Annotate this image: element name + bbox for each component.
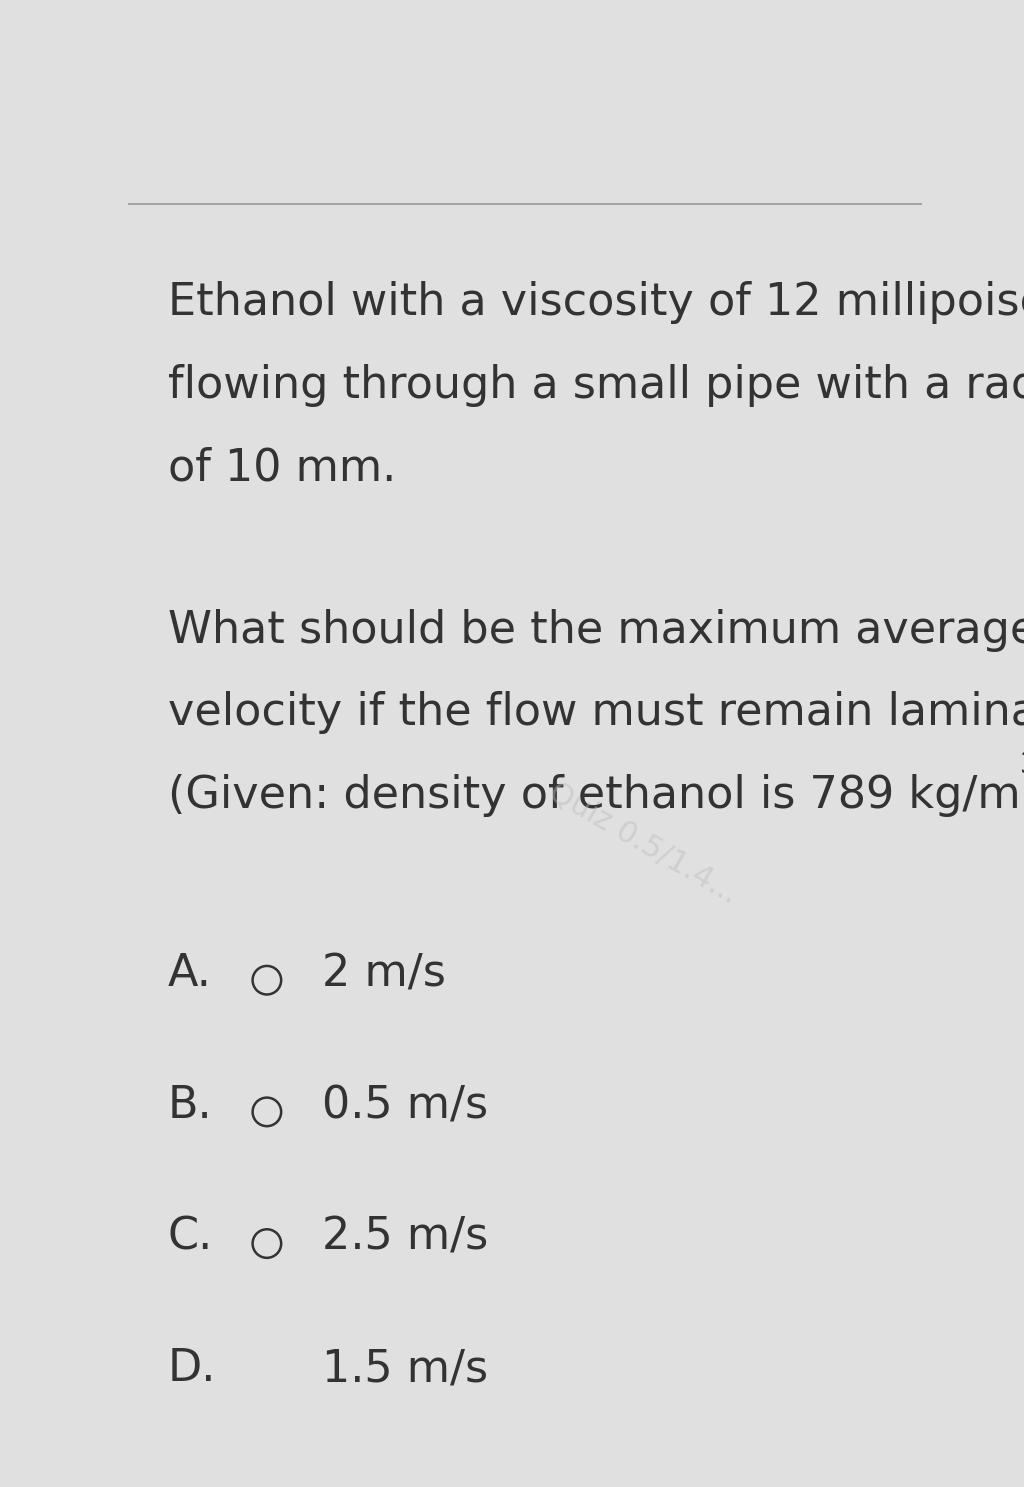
Text: velocity if the flow must remain laminar?: velocity if the flow must remain laminar…: [168, 691, 1024, 735]
Text: flowing through a small pipe with a radius: flowing through a small pipe with a radi…: [168, 364, 1024, 407]
Text: Ethanol with a viscosity of 12 millipoise is: Ethanol with a viscosity of 12 millipois…: [168, 281, 1024, 324]
Text: What should be the maximum average: What should be the maximum average: [168, 610, 1024, 651]
Text: 2.5 m/s: 2.5 m/s: [323, 1216, 488, 1259]
Text: 3: 3: [1020, 751, 1024, 779]
Text: D.: D.: [168, 1347, 216, 1390]
Text: (Given: density of ethanol is 789 kg/m: (Given: density of ethanol is 789 kg/m: [168, 773, 1020, 816]
Text: A.: A.: [168, 953, 212, 995]
Text: Quiz 0.5/1.4...: Quiz 0.5/1.4...: [544, 776, 743, 909]
Text: 2 m/s: 2 m/s: [323, 953, 446, 995]
Text: C.: C.: [168, 1216, 213, 1259]
Text: 3: 3: [1020, 751, 1024, 779]
Text: 0.5 m/s: 0.5 m/s: [323, 1084, 488, 1127]
Text: 1.5 m/s: 1.5 m/s: [323, 1347, 488, 1390]
Text: B.: B.: [168, 1084, 212, 1127]
Text: of 10 mm.: of 10 mm.: [168, 446, 396, 489]
